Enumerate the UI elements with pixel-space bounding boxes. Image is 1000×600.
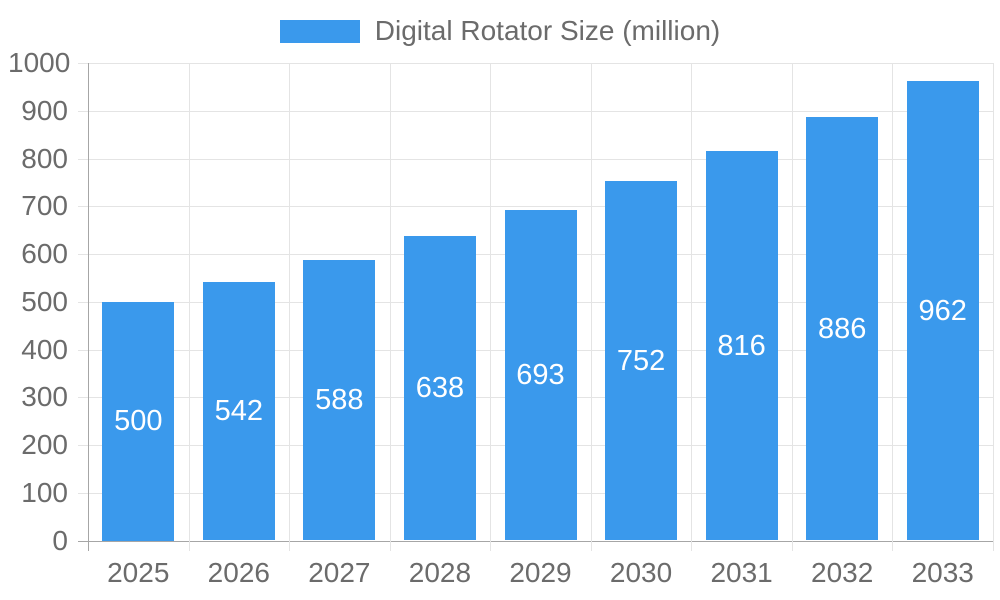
plot-area: 500 542 588 638 693 752 816 886 962 bbox=[78, 63, 994, 551]
bar-value-label-2029: 693 bbox=[516, 359, 565, 392]
bar-value-label-2033: 962 bbox=[918, 294, 967, 327]
y-axis-label-300: 300 bbox=[21, 381, 68, 413]
x-axis-label-2025: 2025 bbox=[107, 556, 170, 588]
x-tick-8 bbox=[892, 540, 894, 551]
bar-2028[interactable]: 638 bbox=[403, 235, 476, 541]
bar-value-label-2026: 542 bbox=[214, 395, 264, 428]
bar-value-label-2028: 638 bbox=[415, 372, 465, 405]
y-gridline-0 bbox=[88, 540, 993, 542]
x-tick-2 bbox=[289, 540, 291, 551]
bar-value-label-2032: 886 bbox=[817, 312, 867, 345]
x-tick-7 bbox=[791, 540, 793, 551]
bar-2029[interactable]: 693 bbox=[504, 209, 577, 541]
y-axis-label-800: 800 bbox=[21, 142, 68, 174]
x-gridline-1 bbox=[188, 63, 190, 541]
bar-2031[interactable]: 816 bbox=[705, 150, 778, 541]
y-tick-600 bbox=[78, 254, 88, 255]
x-axis-label-2026: 2026 bbox=[207, 556, 270, 588]
y-tick-300 bbox=[78, 397, 88, 399]
y-gridline-800 bbox=[88, 158, 993, 160]
x-axis-label-2030: 2030 bbox=[609, 556, 673, 588]
y-axis-label-700: 700 bbox=[21, 190, 68, 222]
y-tick-100 bbox=[78, 492, 88, 494]
legend-item[interactable]: Digital Rotator Size (million) bbox=[0, 16, 1000, 46]
y-axis-label-400: 400 bbox=[21, 333, 68, 365]
x-tick-3 bbox=[389, 540, 391, 551]
x-gridline-4 bbox=[490, 63, 492, 541]
x-axis-label-2029: 2029 bbox=[509, 556, 572, 588]
x-gridline-0 bbox=[88, 63, 89, 541]
bar-2032[interactable]: 886 bbox=[806, 117, 879, 541]
y-axis-label-500: 500 bbox=[21, 285, 68, 317]
x-gridline-2 bbox=[289, 63, 291, 541]
y-tick-0 bbox=[78, 540, 88, 542]
bar-value-label-2025: 500 bbox=[114, 405, 163, 438]
bar-2030[interactable]: 752 bbox=[605, 181, 678, 541]
bar-2033[interactable]: 962 bbox=[906, 81, 979, 541]
y-axis-label-1000: 1000 bbox=[8, 47, 71, 78]
x-gridline-3 bbox=[389, 63, 391, 541]
y-gridline-900 bbox=[88, 110, 993, 112]
y-tick-700 bbox=[78, 206, 88, 208]
x-tick-0 bbox=[88, 540, 89, 551]
y-tick-1000 bbox=[78, 63, 88, 64]
y-tick-400 bbox=[78, 349, 88, 351]
bar-value-label-2031: 816 bbox=[717, 329, 766, 362]
y-axis-label-600: 600 bbox=[21, 238, 68, 269]
x-gridline-8 bbox=[892, 63, 894, 541]
bar-value-label-2030: 752 bbox=[616, 344, 666, 377]
x-tick-6 bbox=[691, 540, 693, 551]
x-tick-1 bbox=[188, 540, 190, 551]
x-axis-label-2027: 2027 bbox=[308, 556, 371, 588]
y-axis-label-200: 200 bbox=[21, 429, 68, 460]
bar-2027[interactable]: 588 bbox=[303, 259, 376, 541]
x-gridline-5 bbox=[590, 63, 592, 541]
legend-swatch bbox=[279, 19, 360, 43]
y-tick-500 bbox=[78, 301, 88, 303]
y-tick-200 bbox=[78, 445, 88, 446]
x-axis-label-2028: 2028 bbox=[408, 556, 472, 588]
x-tick-9 bbox=[993, 540, 994, 551]
x-gridline-9 bbox=[993, 63, 994, 541]
x-axis-label-2031: 2031 bbox=[710, 556, 773, 588]
y-gridline-700 bbox=[88, 206, 993, 208]
legend-label: Digital Rotator Size (million) bbox=[374, 15, 721, 46]
x-tick-4 bbox=[490, 540, 492, 551]
y-axis-label-0: 0 bbox=[52, 524, 68, 556]
bar-2026[interactable]: 542 bbox=[202, 281, 275, 541]
x-axis-label-2033: 2033 bbox=[911, 556, 974, 588]
y-tick-900 bbox=[78, 110, 88, 112]
x-gridline-7 bbox=[791, 63, 793, 541]
y-axis-label-100: 100 bbox=[21, 476, 68, 508]
y-axis-label-900: 900 bbox=[21, 94, 68, 126]
x-gridline-6 bbox=[691, 63, 693, 541]
bar-value-label-2027: 588 bbox=[315, 384, 364, 417]
x-axis-label-2032: 2032 bbox=[811, 556, 874, 588]
x-tick-5 bbox=[590, 540, 592, 551]
y-gridline-1000 bbox=[88, 63, 993, 64]
y-tick-800 bbox=[78, 158, 88, 160]
bar-2025[interactable]: 500 bbox=[102, 301, 175, 541]
